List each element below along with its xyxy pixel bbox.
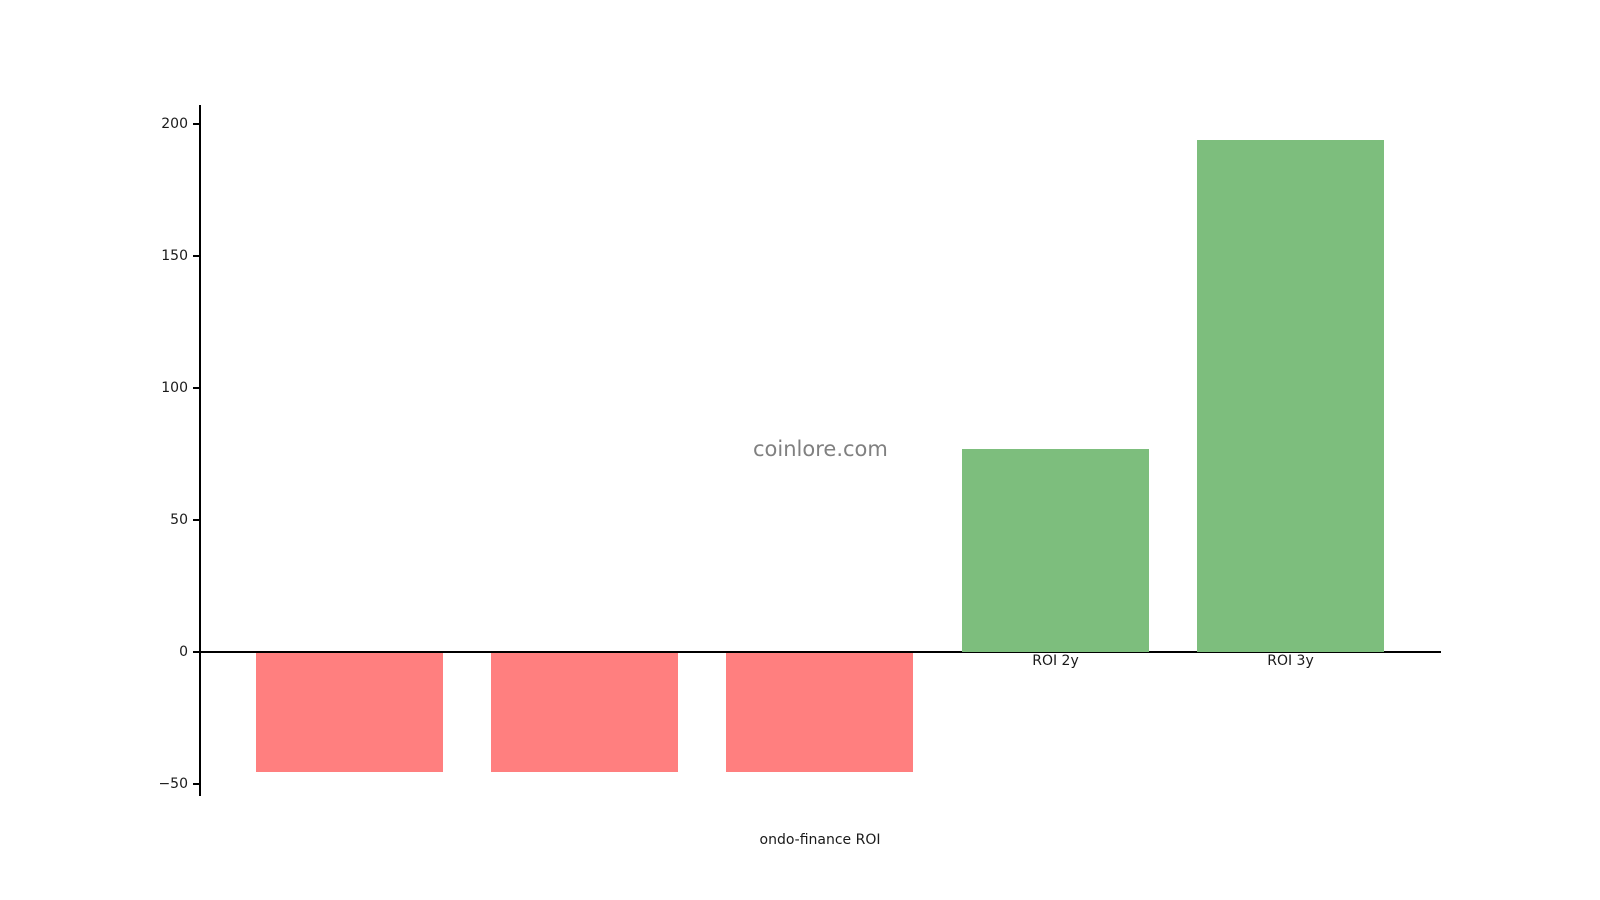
- bar-unlabeled-3: [726, 653, 913, 772]
- y-tick-label: 150: [161, 248, 188, 264]
- bar-unlabeled-2: [491, 653, 678, 772]
- y-axis-tick: [193, 651, 200, 653]
- x-axis-line: [200, 651, 1441, 653]
- y-axis-tick: [193, 255, 200, 257]
- y-tick-label: 0: [179, 644, 188, 660]
- x-category-label: ROI 3y: [1267, 653, 1314, 669]
- watermark: coinlore.com: [753, 437, 888, 461]
- y-tick-label: 100: [161, 380, 188, 396]
- bar-unlabeled-1: [256, 653, 443, 772]
- y-tick-label: 50: [170, 512, 188, 528]
- x-category-label: ROI 2y: [1032, 653, 1079, 669]
- y-axis-tick: [193, 783, 200, 785]
- y-axis-tick: [193, 519, 200, 521]
- y-axis-tick: [193, 123, 200, 125]
- y-tick-label: 200: [161, 116, 188, 132]
- y-axis-spine: [199, 105, 201, 796]
- bar-roi-2y: [962, 449, 1149, 652]
- bar-roi-3y: [1197, 140, 1384, 652]
- y-axis-tick: [193, 387, 200, 389]
- chart-title: ondo-finance ROI: [759, 832, 881, 848]
- y-tick-label: −50: [158, 776, 188, 792]
